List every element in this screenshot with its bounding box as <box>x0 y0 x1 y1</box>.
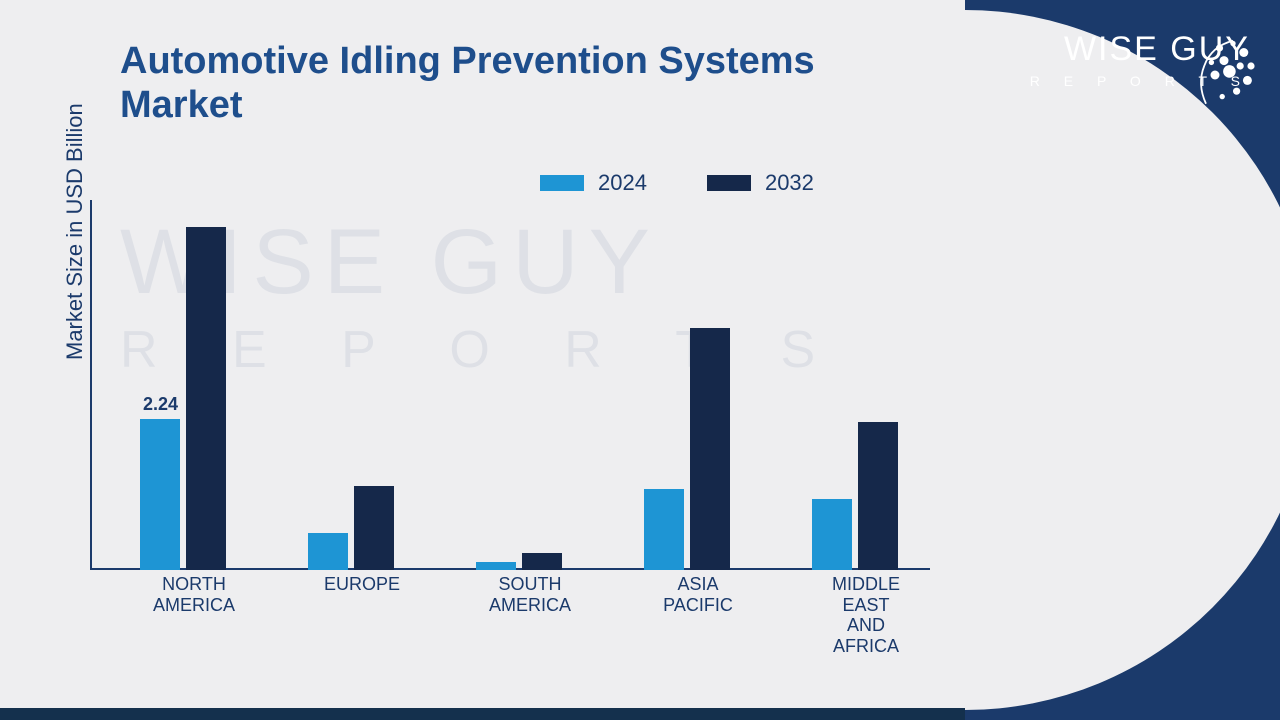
bar-2032 <box>354 486 394 570</box>
x-axis-category-label: NORTHAMERICA <box>110 574 278 615</box>
bar-2024 <box>140 419 180 570</box>
legend-label-2032: 2032 <box>765 170 814 196</box>
legend-label-2024: 2024 <box>598 170 647 196</box>
bar-2024 <box>476 562 516 570</box>
legend-item-2024: 2024 <box>540 170 647 196</box>
brand-logo-text: WISE GUY R E P O R T S <box>1030 30 1250 89</box>
bar-2032 <box>522 553 562 570</box>
chart-plot-area: 2.24 NORTHAMERICAEUROPESOUTHAMERICAASIAP… <box>90 200 930 570</box>
bar-2032 <box>690 328 730 570</box>
bar-2032 <box>858 422 898 570</box>
brand-line1: WISE GUY <box>1030 30 1250 69</box>
bar-2024 <box>812 499 852 570</box>
bar-group <box>278 200 446 570</box>
legend-swatch-2024 <box>540 175 584 191</box>
chart-title: Automotive Idling Prevention Systems Mar… <box>120 40 820 127</box>
legend-swatch-2032 <box>707 175 751 191</box>
bar-group: 2.24 <box>110 200 278 570</box>
bar-group <box>614 200 782 570</box>
bar-group <box>782 200 950 570</box>
bar-2032 <box>186 227 226 570</box>
bottom-accent-strip <box>0 708 965 720</box>
brand-line2: R E P O R T S <box>1030 73 1250 89</box>
x-axis-category-label: MIDDLEEASTANDAFRICA <box>782 574 950 657</box>
bar-group <box>446 200 614 570</box>
x-axis-category-label: SOUTHAMERICA <box>446 574 614 615</box>
bar-value-label: 2.24 <box>138 394 178 415</box>
y-axis-line <box>90 200 92 570</box>
bar-2024 <box>644 489 684 570</box>
bar-2024 <box>308 533 348 570</box>
x-axis-category-label: EUROPE <box>278 574 446 595</box>
chart-canvas: WISE GUY R E P O R T S Automotive Idling… <box>0 0 1280 720</box>
chart-legend: 2024 2032 <box>540 170 814 196</box>
x-axis-category-label: ASIAPACIFIC <box>614 574 782 615</box>
legend-item-2032: 2032 <box>707 170 814 196</box>
y-axis-label: Market Size in USD Billion <box>62 103 88 360</box>
